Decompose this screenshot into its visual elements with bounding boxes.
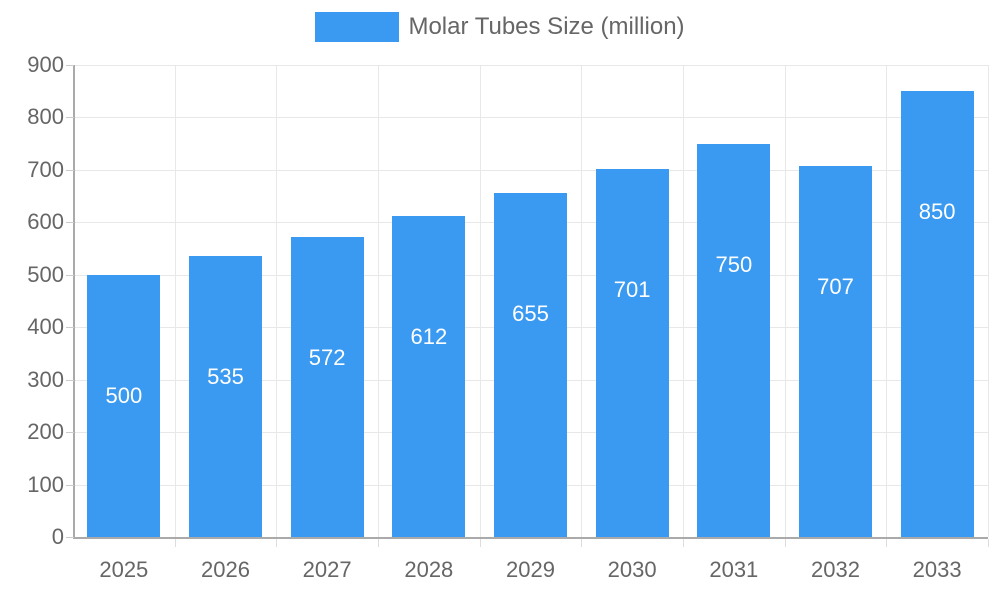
x-axis-tick-label-2026: 2026 — [201, 557, 250, 582]
x-axis-tick-mark — [480, 539, 481, 547]
x-axis-tick-label-2033: 2033 — [912, 557, 962, 582]
gridline-vertical — [276, 65, 277, 537]
bar-2027[interactable] — [290, 237, 364, 537]
gridline-vertical — [886, 65, 887, 537]
gridline-vertical — [785, 65, 786, 537]
y-axis-tick-mark — [66, 169, 74, 171]
gridline-vertical — [683, 65, 684, 537]
y-axis-tick-label: 500 — [27, 261, 64, 287]
x-axis-tick-label-2029: 2029 — [506, 557, 555, 582]
x-axis-tick-label-2027: 2027 — [302, 557, 352, 582]
gridline-horizontal — [73, 169, 988, 171]
x-axis-tick-label-2028: 2028 — [404, 557, 454, 582]
x-axis-tick-mark — [175, 539, 176, 547]
x-axis-tick-mark — [988, 539, 989, 547]
bar-value-label-2032: 707 — [817, 274, 854, 300]
bar-value-label-2027: 572 — [308, 345, 346, 371]
gridline-horizontal — [73, 117, 988, 119]
y-axis-tick-mark — [66, 65, 74, 66]
y-axis-tick-mark — [66, 327, 74, 329]
y-axis-tick-labels: 0 100 200 300 400 500 600 700 800 900 — [0, 0, 64, 600]
x-axis-tick-label-2032: 2032 — [811, 557, 860, 582]
bar-2033[interactable] — [900, 91, 974, 537]
y-axis-tick-label: 600 — [27, 209, 64, 235]
y-axis-tick-label: 300 — [27, 366, 64, 392]
x-axis-tick-label-2025: 2025 — [99, 557, 149, 582]
bar-value-label-2030: 701 — [613, 277, 651, 303]
gridline-horizontal — [73, 65, 988, 66]
chart-legend: Molar Tubes Size (million) — [0, 10, 1000, 44]
y-axis-tick-label: 700 — [27, 156, 64, 182]
x-axis-tick-label-2030: 2030 — [607, 557, 657, 582]
gridline-vertical — [480, 65, 481, 537]
bar-2029[interactable] — [494, 193, 567, 537]
y-axis-tick-mark — [66, 537, 74, 538]
y-axis-line — [73, 65, 75, 539]
bar-value-label-2026: 535 — [207, 364, 244, 390]
legend-color-swatch[interactable] — [315, 12, 400, 42]
x-axis-tick-mark — [276, 539, 277, 547]
y-axis-tick-label: 100 — [27, 471, 64, 497]
bar-2031[interactable] — [697, 143, 771, 537]
gridline-vertical — [581, 65, 582, 537]
bar-value-label-2031: 750 — [715, 251, 753, 277]
bar-value-label-2033: 850 — [918, 199, 956, 225]
x-axis-tick-mark — [581, 539, 582, 547]
bar-2026[interactable] — [189, 256, 262, 537]
legend-label-series-1[interactable]: Molar Tubes Size (million) — [408, 13, 685, 40]
y-axis-tick-label: 900 — [27, 52, 64, 77]
y-axis-tick-mark — [66, 379, 74, 381]
y-axis-tick-label: 200 — [27, 419, 64, 445]
x-axis-tick-label-2031: 2031 — [709, 557, 759, 582]
axis-baseline — [73, 537, 988, 539]
x-axis-tick-mark — [785, 539, 786, 547]
y-axis-tick-mark — [66, 274, 74, 276]
y-axis-tick-mark — [66, 432, 74, 434]
x-axis-tick-mark — [683, 539, 684, 547]
y-axis-tick-label: 0 — [51, 524, 64, 549]
y-axis-tick-mark — [66, 117, 74, 119]
bar-value-label-2025: 500 — [105, 382, 143, 408]
y-axis-tick-mark — [66, 222, 74, 224]
bar-value-label-2028: 612 — [410, 324, 448, 350]
bar-value-label-2029: 655 — [512, 301, 549, 327]
x-axis-tick-mark — [886, 539, 887, 547]
y-axis-tick-label: 400 — [27, 314, 64, 340]
x-axis-tick-mark — [378, 539, 379, 547]
plot-area: 500 535 572 612 655 701 750 707 850 — [73, 65, 989, 539]
y-axis-tick-mark — [66, 484, 74, 486]
y-axis-tick-label: 800 — [27, 104, 64, 130]
bar-2028[interactable] — [392, 216, 466, 537]
gridline-vertical — [988, 65, 989, 537]
bar-2030[interactable] — [595, 169, 669, 537]
bar-2025[interactable] — [87, 274, 161, 537]
gridline-vertical — [175, 65, 176, 537]
bar-2032[interactable] — [799, 166, 872, 537]
gridline-vertical — [378, 65, 379, 537]
